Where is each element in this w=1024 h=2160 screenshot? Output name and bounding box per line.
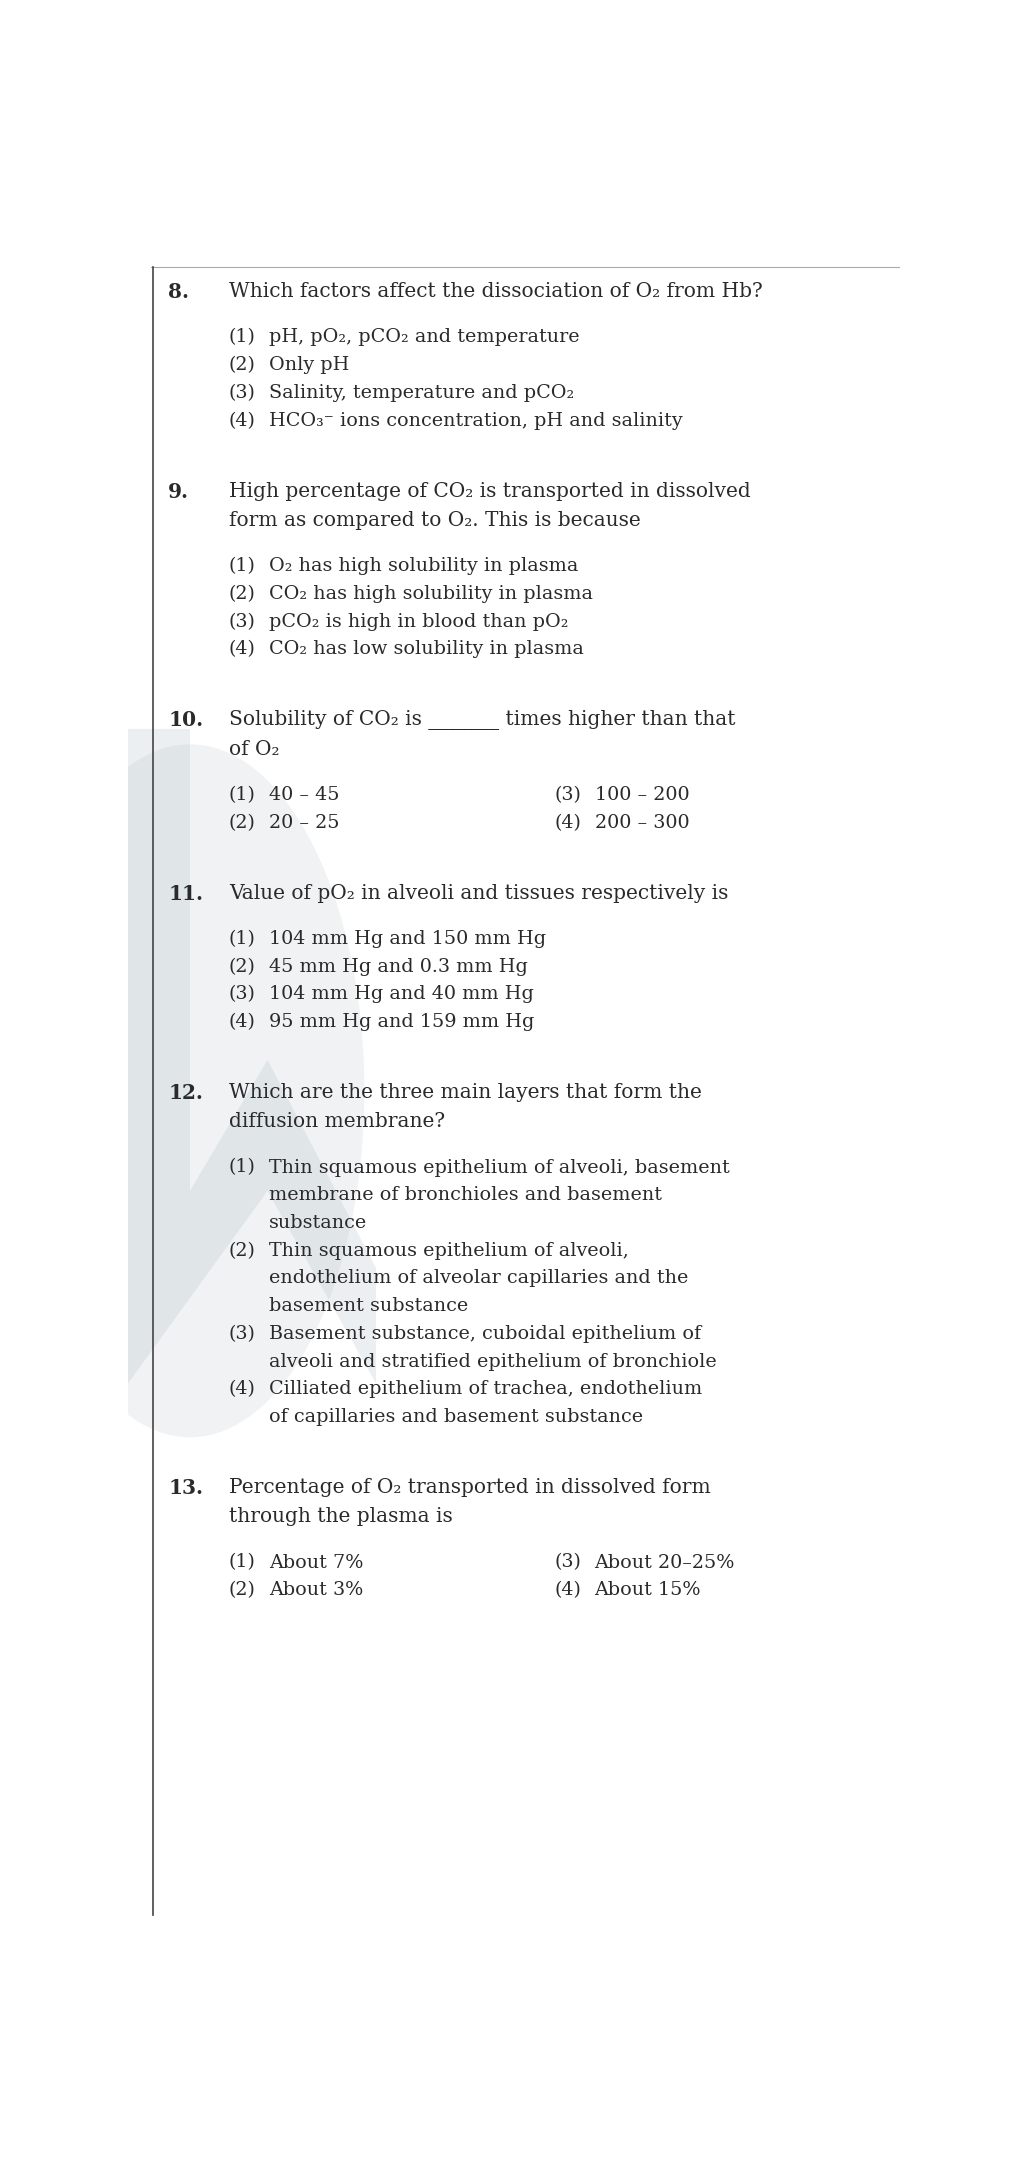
Text: 45 mm Hg and 0.3 mm Hg: 45 mm Hg and 0.3 mm Hg — [269, 957, 528, 976]
Text: (1): (1) — [228, 1158, 256, 1177]
Text: 95 mm Hg and 159 mm Hg: 95 mm Hg and 159 mm Hg — [269, 1013, 535, 1030]
Text: O₂ has high solubility in plasma: O₂ has high solubility in plasma — [269, 557, 579, 575]
Text: (3): (3) — [228, 1324, 256, 1344]
Text: (3): (3) — [228, 985, 256, 1002]
Text: 200 – 300: 200 – 300 — [595, 814, 689, 832]
Text: About 15%: About 15% — [595, 1581, 701, 1598]
Text: 13.: 13. — [168, 1477, 204, 1499]
Text: Salinity, temperature and pCO₂: Salinity, temperature and pCO₂ — [269, 384, 574, 402]
Text: (4): (4) — [554, 814, 582, 832]
Text: endothelium of alveolar capillaries and the: endothelium of alveolar capillaries and … — [269, 1270, 688, 1287]
Text: alveoli and stratified epithelium of bronchiole: alveoli and stratified epithelium of bro… — [269, 1352, 717, 1372]
Text: (3): (3) — [554, 1553, 582, 1572]
Text: membrane of bronchioles and basement: membrane of bronchioles and basement — [269, 1186, 663, 1205]
Text: (4): (4) — [228, 639, 256, 659]
Text: Thin squamous epithelium of alveoli,: Thin squamous epithelium of alveoli, — [269, 1242, 629, 1259]
Text: Which factors affect the dissociation of O₂ from Hb?: Which factors affect the dissociation of… — [228, 283, 763, 300]
Text: pCO₂ is high in blood than pO₂: pCO₂ is high in blood than pO₂ — [269, 613, 568, 631]
Text: (4): (4) — [228, 1013, 256, 1030]
Text: 11.: 11. — [168, 883, 204, 903]
Text: Which are the three main layers that form the: Which are the three main layers that for… — [228, 1082, 701, 1102]
Text: (3): (3) — [554, 786, 582, 804]
Text: 12.: 12. — [168, 1082, 203, 1104]
Text: Only pH: Only pH — [269, 356, 349, 374]
Text: About 20–25%: About 20–25% — [595, 1553, 735, 1572]
Text: 8.: 8. — [168, 283, 189, 302]
Text: About 3%: About 3% — [269, 1581, 364, 1598]
Text: Solubility of CO₂ is _______ times higher than that: Solubility of CO₂ is _______ times highe… — [228, 711, 735, 730]
Text: through the plasma is: through the plasma is — [228, 1508, 453, 1527]
Text: 104 mm Hg and 40 mm Hg: 104 mm Hg and 40 mm Hg — [269, 985, 534, 1002]
Text: CO₂ has high solubility in plasma: CO₂ has high solubility in plasma — [269, 585, 593, 603]
Text: Thin squamous epithelium of alveoli, basement: Thin squamous epithelium of alveoli, bas… — [269, 1158, 730, 1177]
Text: (2): (2) — [228, 1242, 256, 1259]
Text: (2): (2) — [228, 814, 256, 832]
Text: 10.: 10. — [168, 711, 204, 730]
Text: (2): (2) — [228, 585, 256, 603]
Text: (4): (4) — [228, 413, 256, 430]
Text: basement substance: basement substance — [269, 1298, 468, 1315]
Text: 20 – 25: 20 – 25 — [269, 814, 340, 832]
Text: Cilliated epithelium of trachea, endothelium: Cilliated epithelium of trachea, endothe… — [269, 1380, 702, 1398]
Text: About 7%: About 7% — [269, 1553, 364, 1572]
Text: (1): (1) — [228, 557, 256, 575]
Text: (2): (2) — [228, 1581, 256, 1598]
Text: pH, pO₂, pCO₂ and temperature: pH, pO₂, pCO₂ and temperature — [269, 328, 580, 346]
Text: 9.: 9. — [168, 482, 189, 501]
Text: form as compared to O₂. This is because: form as compared to O₂. This is because — [228, 512, 640, 529]
Text: (4): (4) — [554, 1581, 582, 1598]
Text: (4): (4) — [228, 1380, 256, 1398]
Text: of capillaries and basement substance: of capillaries and basement substance — [269, 1408, 643, 1426]
Text: HCO₃⁻ ions concentration, pH and salinity: HCO₃⁻ ions concentration, pH and salinit… — [269, 413, 683, 430]
Text: substance: substance — [269, 1214, 368, 1231]
Text: (2): (2) — [228, 957, 256, 976]
Text: Basement substance, cuboidal epithelium of: Basement substance, cuboidal epithelium … — [269, 1324, 701, 1344]
Text: (1): (1) — [228, 1553, 256, 1572]
Text: (3): (3) — [228, 613, 256, 631]
Text: Percentage of O₂ transported in dissolved form: Percentage of O₂ transported in dissolve… — [228, 1477, 711, 1497]
Text: 104 mm Hg and 150 mm Hg: 104 mm Hg and 150 mm Hg — [269, 929, 546, 948]
Text: of O₂: of O₂ — [228, 739, 280, 758]
Text: (2): (2) — [228, 356, 256, 374]
Text: diffusion membrane?: diffusion membrane? — [228, 1112, 444, 1132]
Text: (3): (3) — [228, 384, 256, 402]
Text: (1): (1) — [228, 328, 256, 346]
Polygon shape — [128, 728, 376, 1382]
Text: 100 – 200: 100 – 200 — [595, 786, 689, 804]
Text: High percentage of CO₂ is transported in dissolved: High percentage of CO₂ is transported in… — [228, 482, 751, 501]
Text: CO₂ has low solubility in plasma: CO₂ has low solubility in plasma — [269, 639, 584, 659]
Text: (1): (1) — [228, 929, 256, 948]
Text: Value of pO₂ in alveoli and tissues respectively is: Value of pO₂ in alveoli and tissues resp… — [228, 883, 728, 903]
Text: 40 – 45: 40 – 45 — [269, 786, 340, 804]
Text: (1): (1) — [228, 786, 256, 804]
Ellipse shape — [15, 745, 365, 1436]
